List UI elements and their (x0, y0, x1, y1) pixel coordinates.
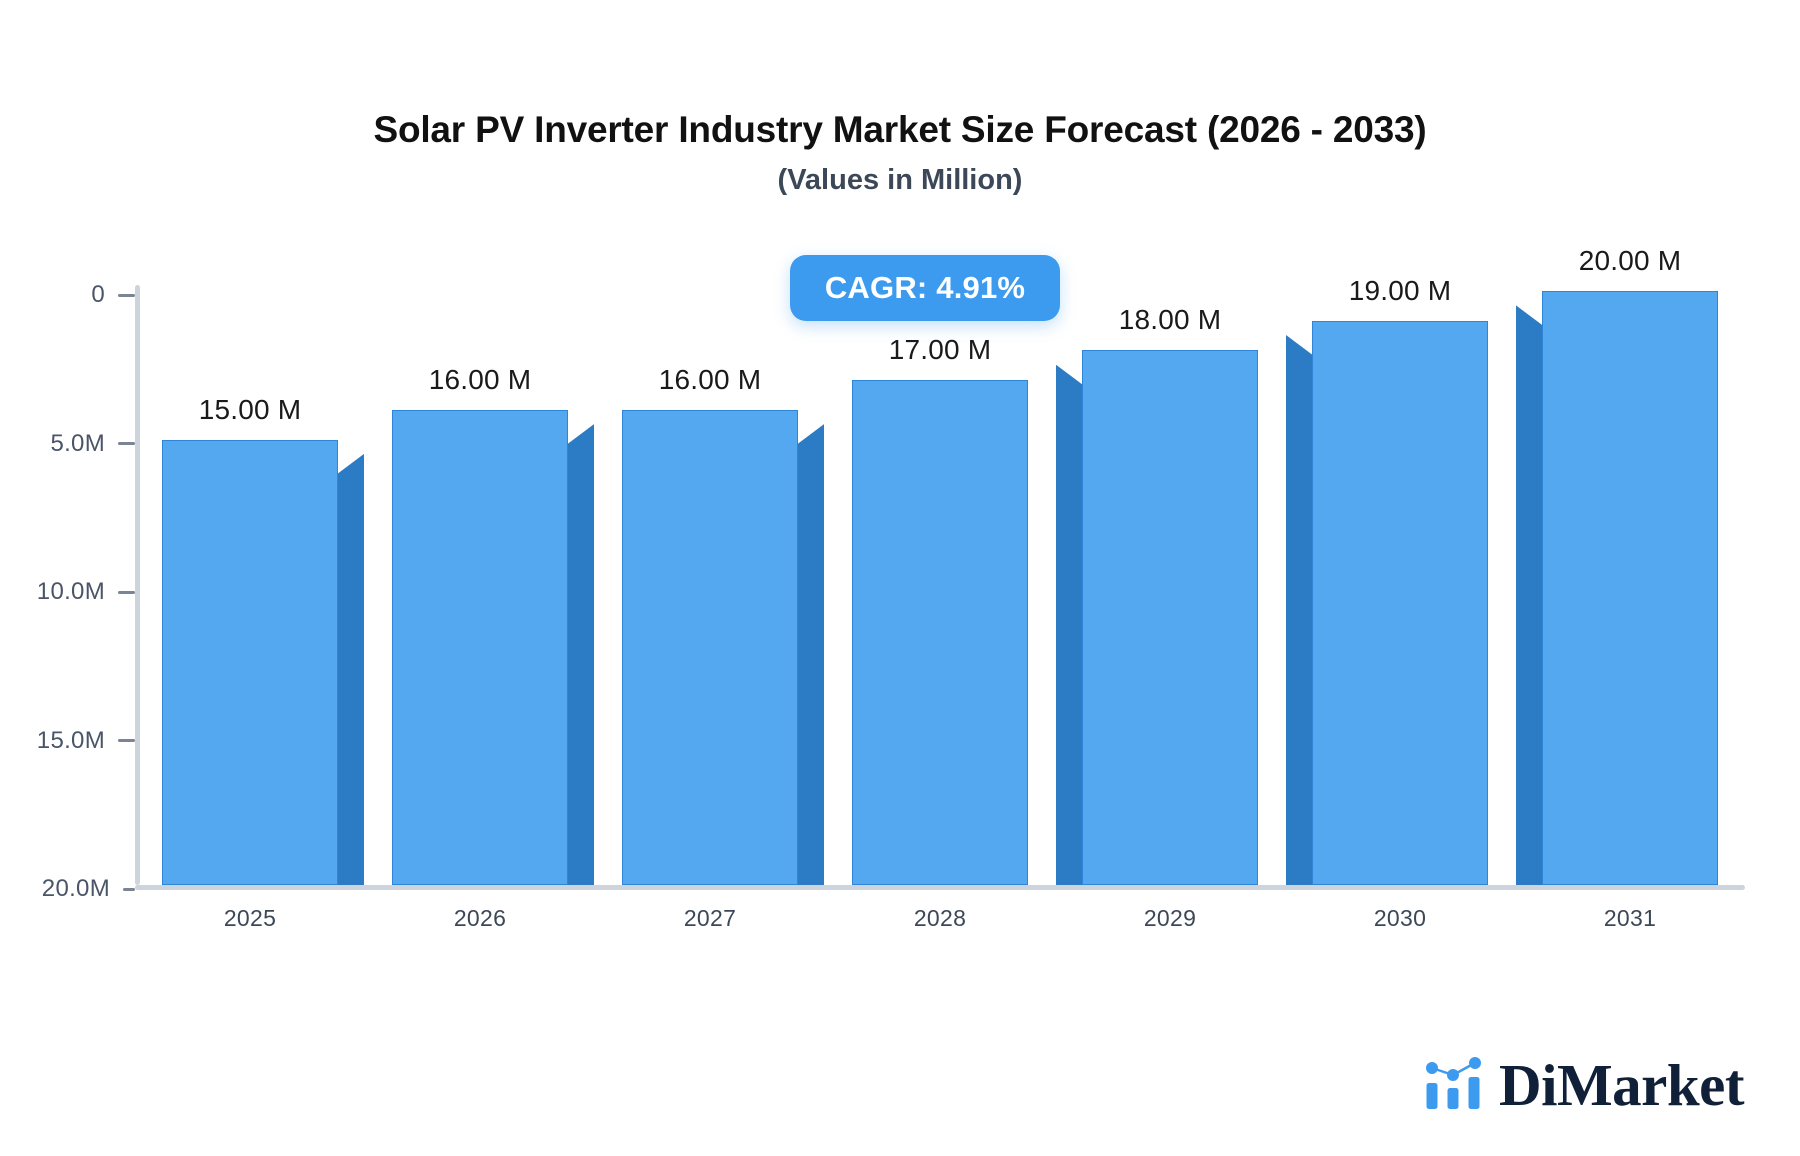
bar-value-label: 16.00 M (428, 363, 532, 395)
bar-3d-side (1286, 335, 1312, 885)
bar-value-label: 15.00 M (198, 393, 302, 425)
chart-subtitle: (Values in Million) (777, 164, 1023, 196)
y-axis-tick-mark (118, 739, 135, 742)
y-axis-tick-mark (118, 442, 135, 445)
bar-3d-side (568, 424, 594, 885)
bar-3d-side (1516, 305, 1542, 885)
bar-value-label: 20.00 M (1578, 245, 1682, 276)
x-axis-tick-label: 2028 (913, 905, 967, 931)
bar (392, 409, 568, 885)
x-axis-tick-label: 2025 (223, 905, 277, 931)
bar (852, 380, 1028, 885)
bar-3d-side (798, 424, 824, 885)
y-axis-tick-label: 15.0M (36, 726, 105, 754)
y-axis-tick-label: 10.0M (36, 578, 105, 605)
x-axis-line (135, 885, 1745, 890)
y-axis-tick-label: 20.0M (41, 875, 110, 902)
cagr-badge: CAGR: 4.91% (790, 255, 1060, 321)
bar (1082, 350, 1258, 885)
plot-area: 0 5.0M 10.0M 15.0M 20.0M 15.00 M 16.00 M 16.00… (37, 245, 1745, 931)
y-axis-tick: 10.0M (5, 577, 135, 607)
bar-chart-dots-icon (1423, 1055, 1485, 1116)
bar (622, 409, 798, 885)
y-axis-tick-label: 0 (91, 281, 105, 308)
bar-3d-side (1056, 364, 1082, 885)
x-axis-tick-label: 2026 (453, 905, 507, 931)
bar (1542, 291, 1718, 885)
y-axis-tick-mark (118, 293, 135, 297)
x-axis-tick-label: 2031 (1603, 905, 1657, 931)
y-axis-tick: 15.0M (5, 726, 135, 756)
bar-value-label: 19.00 M (1348, 274, 1452, 306)
x-axis-tick-label: 2030 (1373, 905, 1427, 931)
y-axis-tick: 5.0M (5, 429, 135, 459)
cagr-badge-label: CAGR: 4.91% (824, 270, 1026, 305)
dimarket-logo: DiMarket (1423, 1052, 1745, 1118)
bar-value-label: 17.00 M (888, 334, 992, 366)
bar-3d-side (338, 453, 364, 885)
x-axis-tick-label: 2027 (683, 905, 737, 931)
y-axis-tick: 0 (5, 280, 135, 310)
y-axis-tick-label: 5.0M (50, 429, 105, 457)
y-axis-tick-mark (123, 887, 135, 891)
y-axis-line (135, 285, 140, 885)
chart-header: Solar PV Inverter Industry Market Size F… (0, 108, 1800, 198)
chart-title: Solar PV Inverter Industry Market Size F… (373, 109, 1427, 150)
y-axis-tick: 20.0M (5, 874, 135, 904)
x-axis-tick-label: 2029 (1143, 905, 1197, 931)
bar (162, 439, 338, 885)
bar-value-label: 16.00 M (658, 363, 762, 395)
bar (1312, 320, 1488, 885)
bar-value-label: 18.00 M (1118, 304, 1222, 336)
y-axis-tick-mark (118, 590, 135, 594)
logo-wordmark: DiMarket (1498, 1052, 1745, 1118)
